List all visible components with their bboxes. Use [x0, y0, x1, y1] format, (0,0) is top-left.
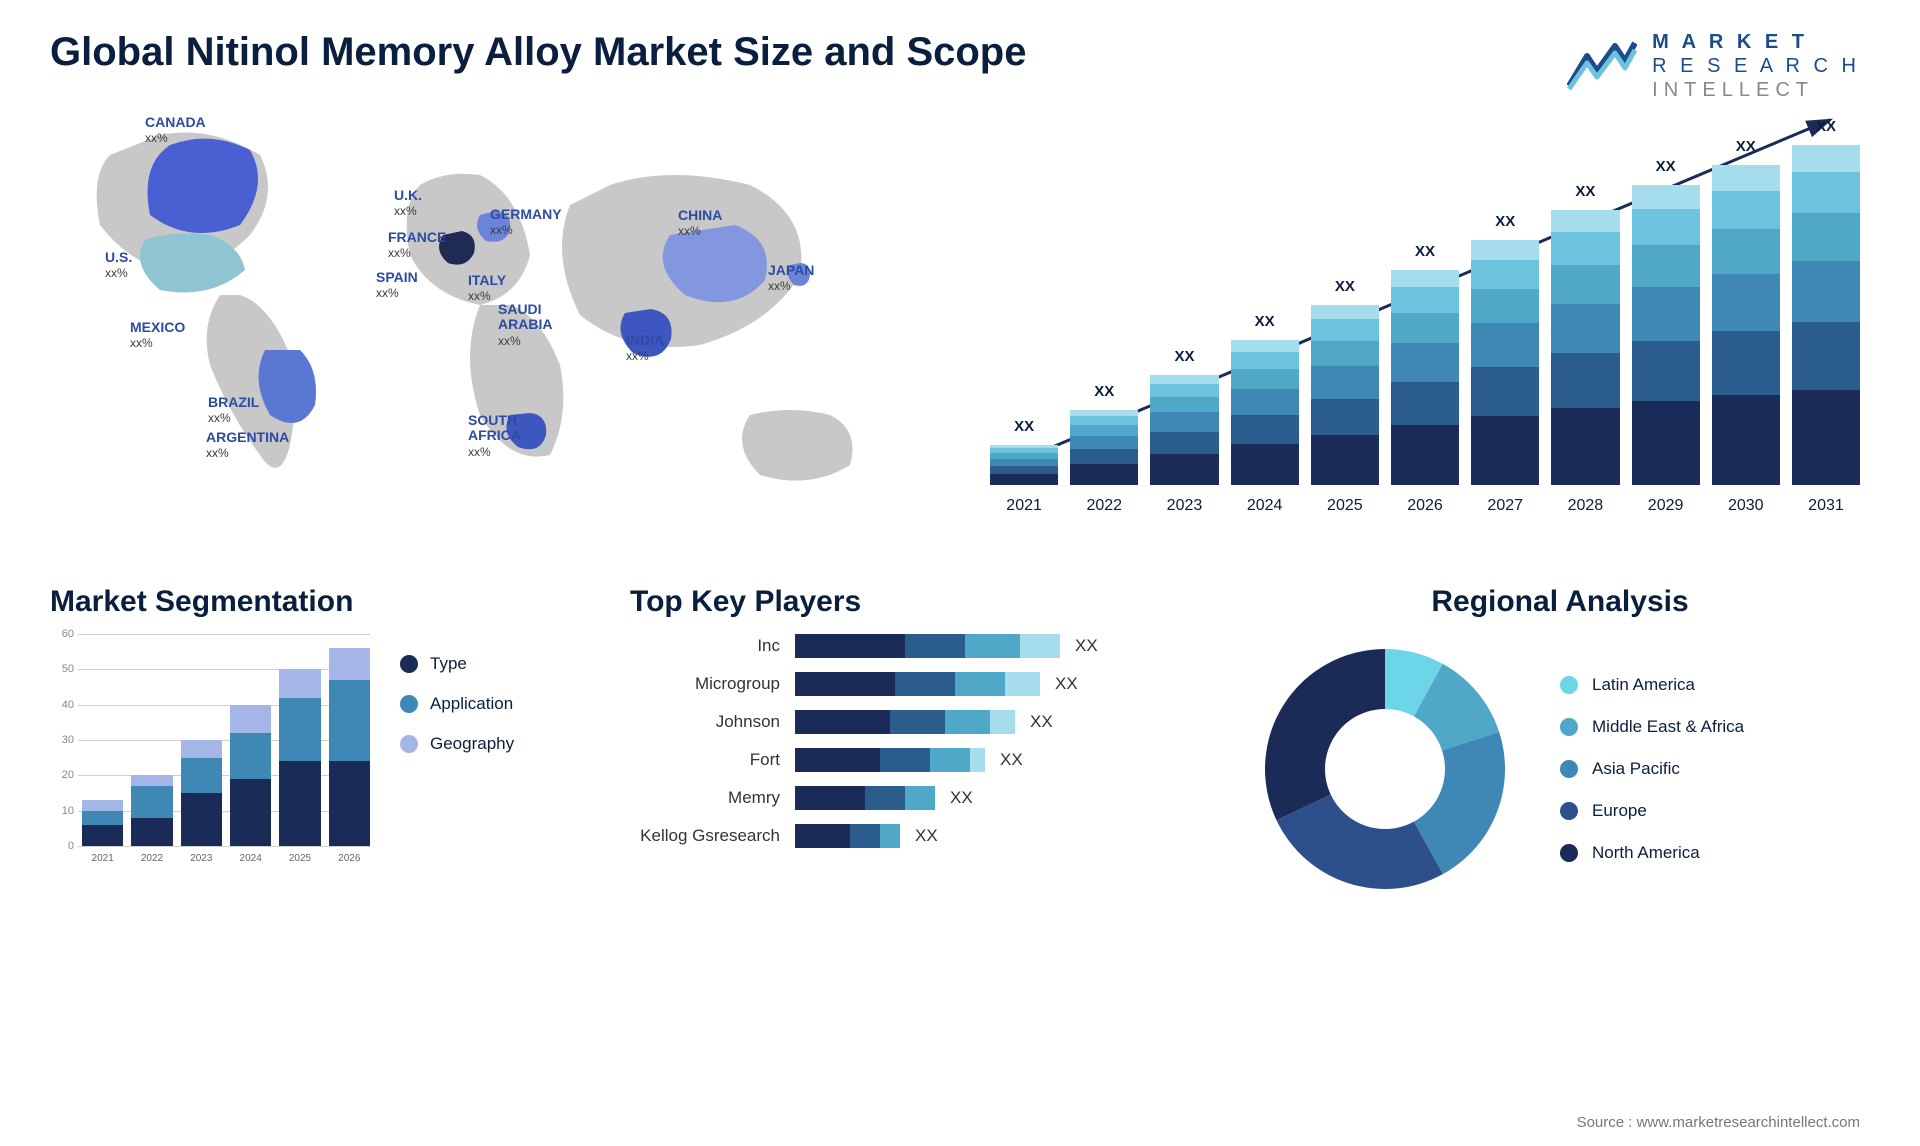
brand-logo: M A R K E T R E S E A R C H INTELLECT [1567, 30, 1860, 102]
seg-legend-item: Application [400, 694, 514, 714]
forecast-value-label: XX [1656, 158, 1676, 175]
player-value: XX [1000, 750, 1023, 770]
region-legend-item: Europe [1560, 801, 1744, 821]
player-name: Memry [630, 788, 780, 808]
forecast-x-label: 2027 [1471, 497, 1539, 515]
seg-x-label: 2026 [329, 853, 370, 864]
forecast-bar: XX [1471, 213, 1539, 485]
region-legend-item: North America [1560, 843, 1744, 863]
regional-legend: Latin America Middle East & Africa Asia Pa… [1560, 675, 1744, 863]
source-text: Source : www.marketresearchintellect.com [1577, 1114, 1860, 1131]
seg-bar [279, 669, 320, 846]
seg-y-tick: 60 [50, 628, 74, 640]
forecast-x-label: 2030 [1712, 497, 1780, 515]
forecast-bar: XX [1150, 348, 1218, 485]
seg-x-label: 2022 [131, 853, 172, 864]
forecast-x-label: 2026 [1391, 497, 1459, 515]
player-value: XX [1030, 712, 1053, 732]
segmentation-title: Market Segmentation [50, 585, 570, 619]
player-name: Microgroup [630, 674, 780, 694]
segmentation-panel: Market Segmentation 0 10 20 30 40 50 60 2021 202… [50, 585, 570, 904]
donut-slice [1276, 795, 1442, 889]
seg-x-label: 2025 [279, 853, 320, 864]
segmentation-chart: 0102030405060202120222023202420252026 [50, 634, 370, 864]
seg-bar [82, 800, 123, 846]
seg-y-tick: 0 [50, 840, 74, 852]
world-map-panel: CANADAxx%U.S.xx%MEXICOxx%BRAZILxx%ARGENT… [50, 95, 920, 515]
forecast-value-label: XX [1816, 118, 1836, 135]
forecast-x-label: 2025 [1311, 497, 1379, 515]
player-value: XX [950, 788, 973, 808]
seg-x-label: 2024 [230, 853, 271, 864]
forecast-x-label: 2023 [1150, 497, 1218, 515]
player-row: Johnson XX [630, 710, 1190, 734]
regional-panel: Regional Analysis Latin America Middle Ea… [1250, 585, 1870, 904]
forecast-x-label: 2024 [1231, 497, 1299, 515]
player-name: Johnson [630, 712, 780, 732]
forecast-chart: XX XX XX XX XX XX XX XX XX XX XX 2021 2022 2023 2024 2… [980, 95, 1870, 515]
regional-title: Regional Analysis [1250, 585, 1870, 619]
forecast-value-label: XX [1174, 348, 1194, 365]
forecast-bar: XX [1070, 383, 1138, 485]
forecast-value-label: XX [1014, 418, 1034, 435]
forecast-value-label: XX [1495, 213, 1515, 230]
forecast-value-label: XX [1575, 183, 1595, 200]
player-value: XX [1075, 636, 1098, 656]
forecast-x-label: 2029 [1632, 497, 1700, 515]
forecast-x-label: 2022 [1070, 497, 1138, 515]
seg-legend-item: Type [400, 654, 514, 674]
players-chart: IncXXMicrogroupXXJohnsonXXFortXXMemryXXK… [630, 634, 1190, 848]
forecast-x-label: 2021 [990, 497, 1058, 515]
forecast-bar: XX [1231, 313, 1299, 485]
forecast-x-label: 2028 [1551, 497, 1619, 515]
forecast-bar: XX [1311, 278, 1379, 485]
seg-x-label: 2021 [82, 853, 123, 864]
forecast-bar: XX [1792, 118, 1860, 485]
seg-bar [181, 740, 222, 846]
logo-line-2: R E S E A R C H [1652, 54, 1860, 78]
player-value: XX [1055, 674, 1078, 694]
forecast-x-label: 2031 [1792, 497, 1860, 515]
forecast-bar: XX [1712, 138, 1780, 485]
seg-y-tick: 10 [50, 805, 74, 817]
player-name: Fort [630, 750, 780, 770]
player-row: Inc XX [630, 634, 1190, 658]
player-row: Microgroup XX [630, 672, 1190, 696]
world-map-icon [50, 95, 920, 515]
player-name: Kellog Gsresearch [630, 826, 780, 846]
forecast-value-label: XX [1335, 278, 1355, 295]
players-title: Top Key Players [630, 585, 1190, 619]
player-name: Inc [630, 636, 780, 656]
forecast-bar: XX [990, 418, 1058, 485]
forecast-bar: XX [1391, 243, 1459, 485]
player-row: Fort XX [630, 748, 1190, 772]
seg-bar [230, 705, 271, 846]
seg-legend-item: Geography [400, 734, 514, 754]
seg-y-tick: 40 [50, 699, 74, 711]
seg-bar [131, 775, 172, 846]
region-legend-item: Middle East & Africa [1560, 717, 1744, 737]
donut-slice [1265, 649, 1385, 820]
forecast-value-label: XX [1415, 243, 1435, 260]
forecast-bar: XX [1632, 158, 1700, 485]
seg-x-label: 2023 [181, 853, 222, 864]
player-row: Memry XX [630, 786, 1190, 810]
player-value: XX [915, 826, 938, 846]
seg-y-tick: 50 [50, 663, 74, 675]
players-panel: Top Key Players IncXXMicrogroupXXJohnson… [630, 585, 1190, 904]
segmentation-legend: Type Application Geography [400, 634, 514, 864]
forecast-value-label: XX [1736, 138, 1756, 155]
forecast-value-label: XX [1255, 313, 1275, 330]
forecast-bar: XX [1551, 183, 1619, 485]
forecast-value-label: XX [1094, 383, 1114, 400]
seg-y-tick: 30 [50, 734, 74, 746]
logo-line-1: M A R K E T [1652, 30, 1860, 54]
logo-icon [1567, 41, 1637, 91]
region-legend-item: Asia Pacific [1560, 759, 1744, 779]
region-legend-item: Latin America [1560, 675, 1744, 695]
seg-y-tick: 20 [50, 769, 74, 781]
seg-bar [329, 648, 370, 846]
regional-donut [1250, 634, 1520, 904]
player-row: Kellog Gsresearch XX [630, 824, 1190, 848]
